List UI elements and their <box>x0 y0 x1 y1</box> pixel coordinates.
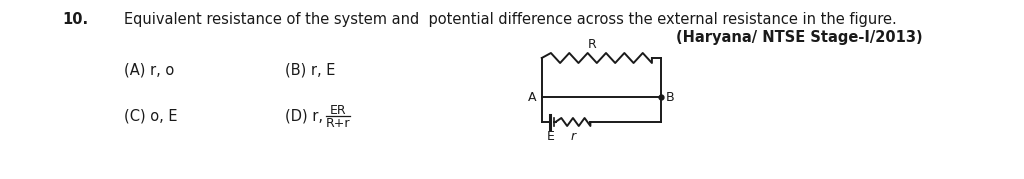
Text: ER: ER <box>330 104 346 117</box>
Text: R: R <box>588 38 597 51</box>
Text: B: B <box>666 91 675 103</box>
Text: (C) o, E: (C) o, E <box>124 108 177 123</box>
Text: Equivalent resistance of the system and  potential difference across the externa: Equivalent resistance of the system and … <box>124 12 897 27</box>
Text: E: E <box>547 130 555 143</box>
Text: A: A <box>527 91 537 103</box>
Text: (B) r, E: (B) r, E <box>285 62 335 77</box>
Text: (A) r, o: (A) r, o <box>124 62 174 77</box>
Text: R+r: R+r <box>326 117 350 130</box>
Text: (D) r,: (D) r, <box>285 108 323 123</box>
Text: (Haryana/ NTSE Stage-I/2013): (Haryana/ NTSE Stage-I/2013) <box>676 30 923 45</box>
Text: 10.: 10. <box>62 12 88 27</box>
Text: r: r <box>570 130 575 143</box>
